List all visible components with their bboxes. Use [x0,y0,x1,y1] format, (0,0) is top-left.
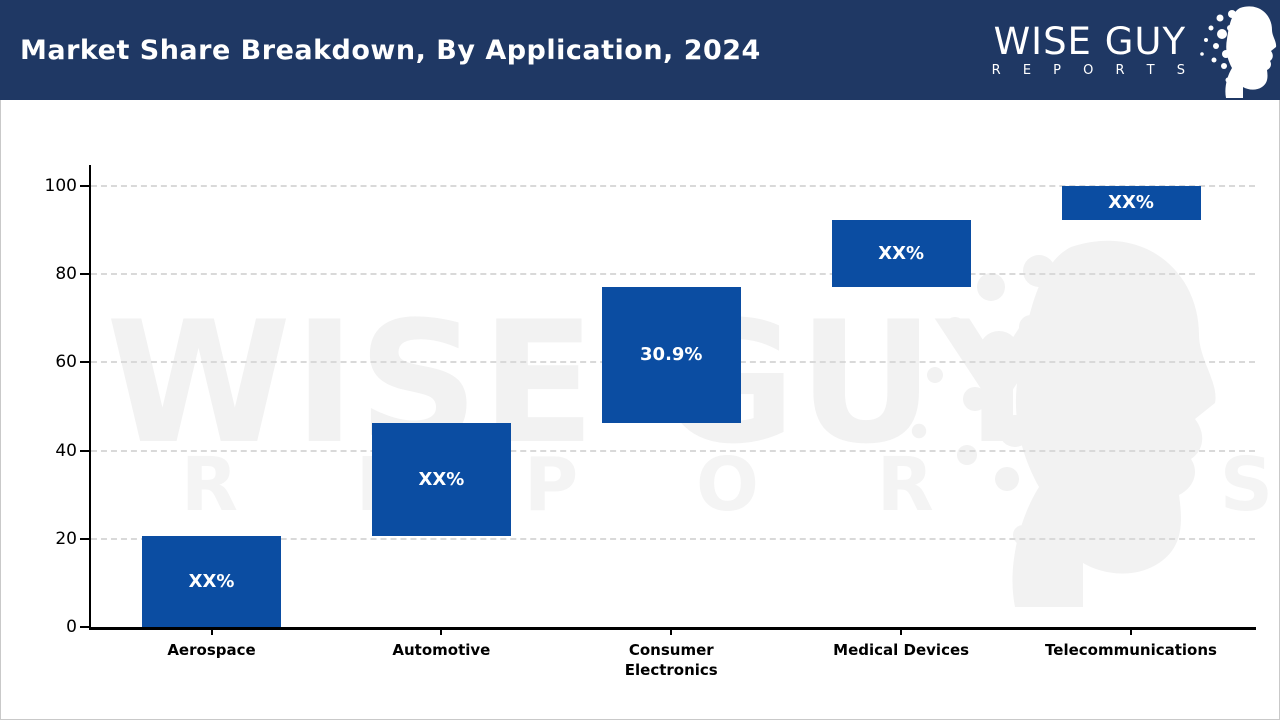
gridline-100 [91,185,1255,187]
bar-value-label: XX% [878,242,925,264]
gridline-80 [91,273,1255,276]
bar-value-label: XX% [1108,192,1154,214]
wiseguy-logo-text: WISE GUY R E P O R T S [986,23,1194,78]
bar-consumer-electronics: 30.9% [601,286,741,423]
y-axis-label-60: 60 [55,352,77,373]
y-axis-tick-80 [80,273,89,276]
y-axis-tick-0 [80,626,89,628]
x-axis-tick-3 [900,627,903,635]
bar-value-label: XX% [188,570,235,592]
y-axis-label-100: 100 [44,176,77,196]
x-axis-label-3: Medical Devices [833,641,970,659]
y-axis-label-40: 40 [55,440,77,461]
bar-aerospace: XX% [142,535,281,627]
page-title: Market Share Breakdown, By Application, … [20,34,761,66]
wiseguy-logo-subtitle: R E P O R T S [991,62,1194,78]
header-bar: Market Share Breakdown, By Application, … [0,0,1280,100]
bar-value-label: XX% [418,468,465,490]
y-axis-tick-60 [80,361,89,364]
y-axis-label-0: 0 [66,617,77,637]
bar-medical-devices: XX% [831,219,971,287]
y-axis-label-20: 20 [55,528,77,549]
bar-automotive: XX% [371,422,511,536]
watermark-face [911,240,1216,607]
x-axis-tick-0 [210,627,213,635]
gridline-20 [91,537,1255,540]
x-axis-tick-1 [440,627,443,635]
gridline-40 [91,449,1255,452]
chart-area: WISE GUY R E P O R T S 0 20 40 60 80 100 XX% Ae… [0,100,1280,719]
x-axis-tick-2 [670,627,673,635]
x-axis-label-1: Automotive [392,641,491,659]
x-axis-label-0: Aerospace [167,641,256,659]
y-axis-label-80: 80 [55,264,77,285]
watermark-text: WISE GUY [106,285,1061,481]
x-axis-label-4: Telecommunications [1045,641,1217,659]
x-axis-tick-4 [1130,627,1132,635]
x-axis-label-2: Consumer Electronics [624,641,718,679]
wiseguy-face-icon [1200,6,1277,98]
y-axis-tick-20 [80,537,89,540]
bar-telecommunications: XX% [1061,186,1201,220]
wiseguy-logo-name: WISE GUY [993,19,1187,63]
bar-value-label: 30.9% [640,344,703,366]
wiseguy-logo: WISE GUY R E P O R T S [986,0,1280,100]
y-axis-tick-100 [80,185,89,187]
y-axis-tick-40 [80,449,89,452]
